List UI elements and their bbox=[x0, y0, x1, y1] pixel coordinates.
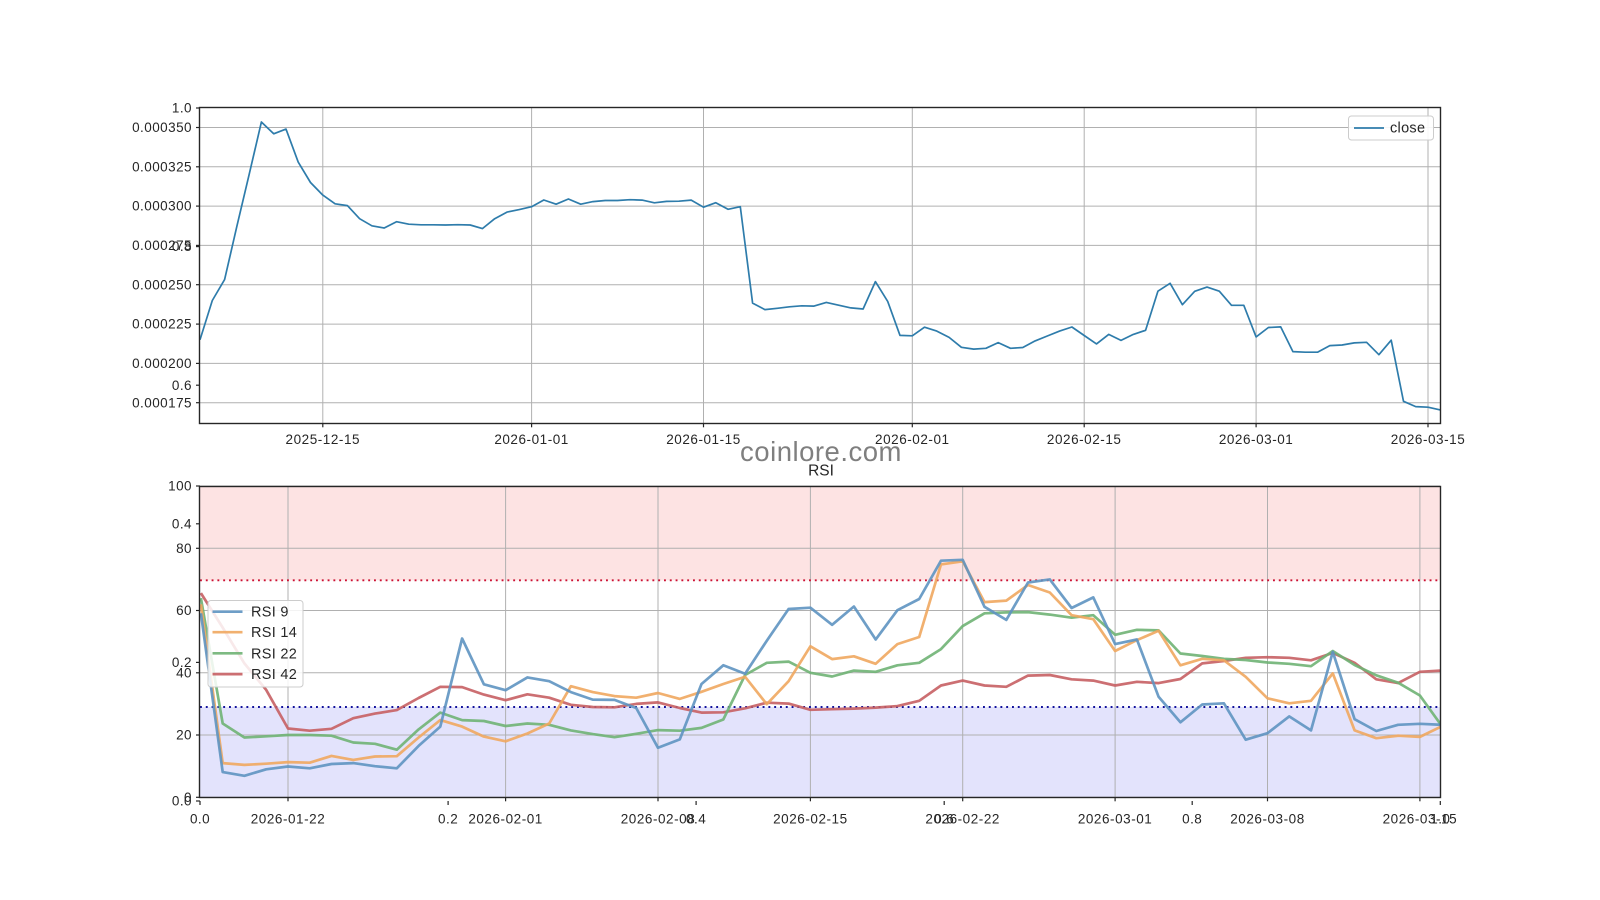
svg-text:2026-02-15: 2026-02-15 bbox=[1047, 432, 1122, 447]
svg-text:0.8: 0.8 bbox=[172, 239, 192, 254]
svg-text:60: 60 bbox=[176, 603, 192, 618]
svg-text:RSI 14: RSI 14 bbox=[251, 625, 297, 641]
svg-text:2026-01-22: 2026-01-22 bbox=[251, 812, 326, 827]
svg-text:2026-01-01: 2026-01-01 bbox=[494, 432, 569, 447]
svg-text:0: 0 bbox=[184, 790, 192, 805]
svg-text:0.8: 0.8 bbox=[1182, 812, 1202, 827]
svg-text:0.4: 0.4 bbox=[172, 516, 192, 531]
svg-text:0.000325: 0.000325 bbox=[132, 159, 192, 174]
svg-text:RSI 22: RSI 22 bbox=[251, 646, 297, 662]
svg-text:2026-02-15: 2026-02-15 bbox=[773, 812, 848, 827]
svg-text:80: 80 bbox=[176, 541, 192, 556]
svg-text:0.000200: 0.000200 bbox=[132, 356, 192, 371]
svg-text:20: 20 bbox=[176, 728, 192, 743]
svg-text:2026-03-01: 2026-03-01 bbox=[1219, 432, 1294, 447]
svg-text:0.000250: 0.000250 bbox=[132, 277, 192, 292]
svg-text:2026-02-01: 2026-02-01 bbox=[468, 812, 543, 827]
svg-text:0.4: 0.4 bbox=[686, 812, 706, 827]
svg-text:2026-03-15: 2026-03-15 bbox=[1391, 432, 1466, 447]
svg-text:2026-03-08: 2026-03-08 bbox=[1230, 812, 1305, 827]
svg-text:close: close bbox=[1390, 121, 1425, 137]
svg-text:0.000275: 0.000275 bbox=[132, 238, 192, 253]
svg-text:0.2: 0.2 bbox=[172, 655, 192, 670]
svg-text:2026-03-15: 2026-03-15 bbox=[1383, 812, 1458, 827]
svg-text:1.0: 1.0 bbox=[172, 101, 192, 116]
svg-text:2026-02-08: 2026-02-08 bbox=[621, 812, 696, 827]
svg-text:0.000225: 0.000225 bbox=[132, 317, 192, 332]
svg-text:RSI 9: RSI 9 bbox=[251, 605, 289, 621]
svg-text:2026-03-01: 2026-03-01 bbox=[1078, 812, 1153, 827]
svg-text:2026-02-22: 2026-02-22 bbox=[925, 812, 1000, 827]
svg-text:1.0: 1.0 bbox=[1430, 812, 1450, 827]
svg-text:0.000350: 0.000350 bbox=[132, 120, 192, 135]
svg-text:100: 100 bbox=[168, 479, 192, 494]
svg-text:0.6: 0.6 bbox=[934, 812, 954, 827]
svg-text:2026-02-01: 2026-02-01 bbox=[875, 432, 950, 447]
svg-text:0.2: 0.2 bbox=[438, 812, 458, 827]
svg-text:2026-01-15: 2026-01-15 bbox=[666, 432, 741, 447]
svg-text:0.6: 0.6 bbox=[172, 378, 192, 393]
svg-text:0.000300: 0.000300 bbox=[132, 199, 192, 214]
svg-text:40: 40 bbox=[176, 665, 192, 680]
svg-text:2025-12-15: 2025-12-15 bbox=[286, 432, 361, 447]
svg-text:RSI 42: RSI 42 bbox=[251, 667, 297, 683]
svg-text:coinlore.com: coinlore.com bbox=[740, 436, 902, 467]
svg-text:0.0: 0.0 bbox=[190, 812, 210, 827]
svg-text:0.0: 0.0 bbox=[172, 794, 192, 809]
svg-text:RSI: RSI bbox=[808, 463, 834, 480]
svg-text:0.000175: 0.000175 bbox=[132, 395, 192, 410]
